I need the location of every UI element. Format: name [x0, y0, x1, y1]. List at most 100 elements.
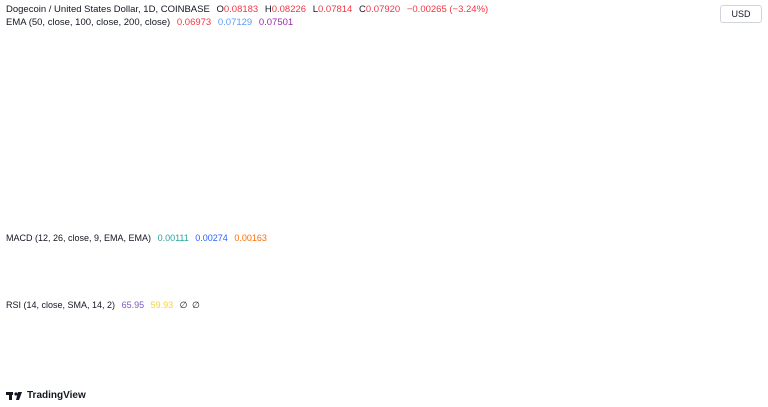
candle[interactable]	[628, 158, 631, 174]
candle[interactable]	[593, 184, 596, 192]
candle[interactable]	[185, 162, 189, 174]
candle[interactable]	[108, 128, 111, 148]
tradingview-logo[interactable]: TradingView	[6, 390, 86, 401]
candle[interactable]	[632, 163, 635, 172]
candle[interactable]	[238, 168, 241, 180]
candle[interactable]	[164, 162, 168, 172]
candle[interactable]	[252, 168, 255, 180]
candle[interactable]	[603, 184, 607, 192]
candle[interactable]	[31, 202, 34, 208]
candle[interactable]	[403, 158, 406, 170]
macd-legend[interactable]: MACD (12, 26, close, 9, EMA, EMA) 0.0011…	[6, 233, 267, 243]
candle[interactable]	[199, 144, 203, 158]
candle[interactable]	[375, 176, 378, 184]
candle[interactable]	[326, 178, 329, 188]
candle[interactable]	[73, 36, 76, 92]
candle[interactable]	[319, 170, 322, 180]
rsi-line[interactable]	[7, 306, 634, 374]
candle[interactable]	[140, 140, 143, 156]
candle[interactable]	[245, 176, 248, 186]
candle[interactable]	[544, 194, 547, 204]
candle[interactable]	[491, 178, 494, 186]
candle[interactable]	[459, 162, 463, 170]
candle[interactable]	[133, 126, 136, 142]
candle[interactable]	[600, 186, 603, 196]
candle[interactable]	[224, 156, 227, 168]
candle[interactable]	[379, 172, 382, 180]
candle[interactable]	[217, 150, 220, 160]
candle[interactable]	[129, 120, 132, 136]
candle[interactable]	[55, 200, 59, 208]
candle[interactable]	[17, 196, 20, 204]
candle[interactable]	[150, 158, 153, 176]
candle[interactable]	[509, 182, 512, 190]
candle[interactable]	[512, 182, 515, 190]
candle[interactable]	[284, 162, 287, 170]
candle[interactable]	[126, 108, 129, 126]
candle[interactable]	[554, 196, 558, 204]
candle[interactable]	[263, 168, 266, 176]
rsi-ma-line[interactable]	[7, 327, 634, 365]
candle[interactable]	[315, 166, 319, 174]
candle[interactable]	[122, 112, 125, 130]
candle[interactable]	[298, 168, 301, 176]
candle[interactable]	[611, 180, 614, 188]
candle[interactable]	[291, 166, 294, 176]
candle[interactable]	[87, 128, 90, 178]
candle[interactable]	[69, 68, 73, 118]
candle[interactable]	[312, 168, 315, 176]
candle[interactable]	[273, 156, 276, 166]
candle[interactable]	[614, 176, 617, 186]
candle[interactable]	[62, 158, 66, 192]
candle[interactable]	[305, 176, 308, 184]
candle[interactable]	[154, 168, 157, 180]
candle[interactable]	[308, 172, 312, 180]
candle[interactable]	[365, 168, 368, 178]
candle[interactable]	[83, 78, 87, 148]
candle[interactable]	[533, 198, 536, 206]
candle[interactable]	[417, 128, 421, 144]
candle[interactable]	[495, 176, 498, 184]
candle[interactable]	[227, 160, 231, 170]
candle[interactable]	[175, 152, 178, 166]
candle[interactable]	[213, 148, 217, 160]
candle[interactable]	[48, 204, 52, 209]
candle[interactable]	[572, 200, 575, 208]
candle[interactable]	[484, 174, 487, 182]
candle[interactable]	[400, 164, 403, 174]
event-badge[interactable]	[626, 210, 640, 224]
candle[interactable]	[350, 170, 354, 180]
candle[interactable]	[502, 180, 505, 188]
candle[interactable]	[558, 192, 561, 200]
candle[interactable]	[621, 178, 624, 186]
candle[interactable]	[90, 144, 94, 172]
candle[interactable]	[579, 190, 582, 200]
candle[interactable]	[10, 200, 13, 208]
candle[interactable]	[410, 118, 414, 156]
candle[interactable]	[336, 184, 340, 196]
candle[interactable]	[414, 116, 417, 142]
candle[interactable]	[112, 118, 115, 146]
candle[interactable]	[333, 180, 336, 190]
candle[interactable]	[449, 154, 452, 164]
candle[interactable]	[94, 138, 97, 162]
ema200-line[interactable]	[7, 150, 634, 184]
candle[interactable]	[424, 134, 428, 150]
candle[interactable]	[537, 200, 540, 208]
rsi-legend[interactable]: RSI (14, close, SMA, 14, 2) 65.95 59.93 …	[6, 300, 200, 311]
candle[interactable]	[97, 142, 101, 164]
candle[interactable]	[24, 200, 27, 207]
candle[interactable]	[407, 148, 410, 164]
candle[interactable]	[473, 170, 477, 178]
trendline-lower[interactable]	[401, 117, 666, 228]
candle[interactable]	[354, 174, 357, 184]
candle[interactable]	[393, 172, 396, 184]
candle[interactable]	[466, 166, 470, 174]
candle[interactable]	[203, 138, 206, 152]
rsi-pane[interactable]	[0, 306, 720, 374]
candle[interactable]	[256, 166, 259, 178]
candle[interactable]	[20, 195, 23, 205]
candle[interactable]	[372, 172, 375, 182]
candle[interactable]	[568, 196, 572, 206]
